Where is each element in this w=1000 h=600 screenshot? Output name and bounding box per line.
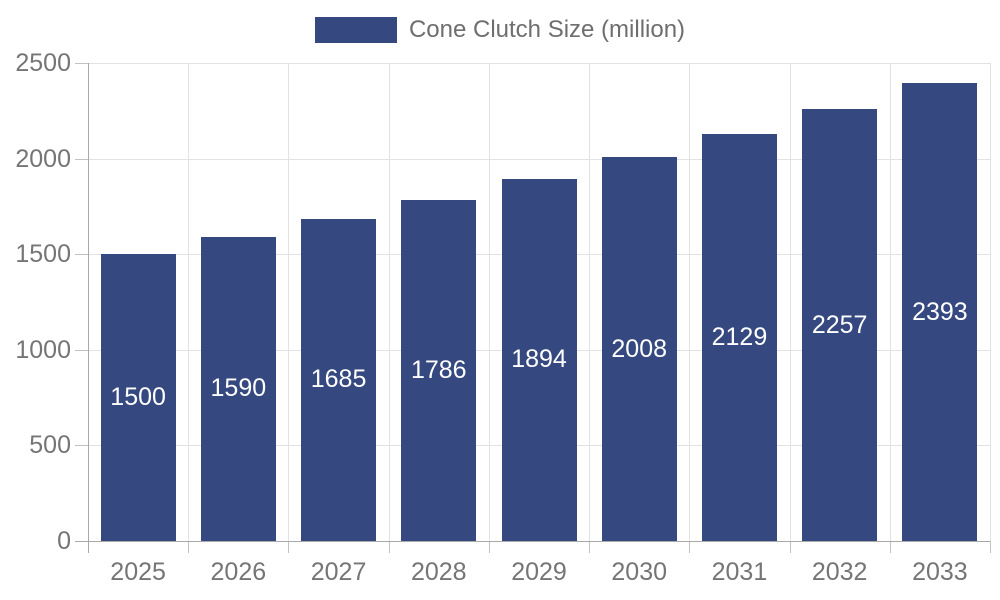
x-axis-label: 2028 <box>410 558 467 586</box>
y-tick <box>75 349 88 351</box>
y-axis-label: 500 <box>29 431 71 460</box>
y-axis-label: 0 <box>57 527 71 555</box>
gridline-v <box>488 63 490 541</box>
x-tick <box>689 541 691 553</box>
bar: 2008 <box>601 157 677 541</box>
y-axis-line <box>88 63 89 553</box>
legend-swatch <box>314 17 397 43</box>
y-tick <box>75 158 88 160</box>
x-tick <box>288 541 290 553</box>
bar-value-label: 1500 <box>110 383 166 412</box>
gridline-v <box>188 63 190 541</box>
y-axis-label: 2500 <box>15 49 71 77</box>
y-axis-label: 1500 <box>15 240 71 269</box>
bar: 2129 <box>701 133 777 541</box>
x-axis-label: 2033 <box>912 558 968 586</box>
legend-label: Cone Clutch Size (million) <box>408 16 686 43</box>
x-axis-label: 2026 <box>210 558 267 586</box>
x-axis-label: 2025 <box>110 558 166 586</box>
bar: 1500 <box>100 254 176 541</box>
y-axis-label: 2000 <box>15 144 71 173</box>
x-tick <box>789 541 791 553</box>
bar-value-label: 2257 <box>811 310 868 339</box>
x-axis-line <box>75 541 990 542</box>
gridline-v <box>990 63 991 541</box>
bar: 2257 <box>802 109 878 541</box>
x-axis-label: 2029 <box>511 558 567 586</box>
x-axis-label: 2032 <box>811 558 868 586</box>
x-tick <box>589 541 591 553</box>
x-axis-label: 2027 <box>310 558 367 586</box>
bar-value-label: 1894 <box>511 345 567 374</box>
x-tick <box>488 541 490 553</box>
x-tick <box>388 541 390 553</box>
y-tick <box>75 254 88 256</box>
legend[interactable]: Cone Clutch Size (million) <box>0 16 1000 44</box>
x-axis-label: 2031 <box>711 558 768 586</box>
bar: 1590 <box>200 236 276 541</box>
x-tick <box>188 541 190 553</box>
gridline-v <box>288 63 290 541</box>
bar-value-label: 1590 <box>210 374 267 403</box>
gridline-h <box>88 63 990 64</box>
y-tick <box>75 63 88 64</box>
y-tick <box>75 445 88 447</box>
bar: 1894 <box>501 178 577 541</box>
gridline-v <box>889 63 891 541</box>
bar: 2393 <box>902 83 978 541</box>
gridline-v <box>589 63 591 541</box>
bar: 1685 <box>301 218 377 541</box>
bar: 1786 <box>401 199 477 541</box>
bar-value-label: 2129 <box>711 322 768 351</box>
gridline-v <box>388 63 390 541</box>
x-tick <box>990 541 991 553</box>
bar-value-label: 2393 <box>912 297 968 326</box>
gridline-v <box>689 63 691 541</box>
gridline-h <box>88 158 990 160</box>
x-axis-label: 2030 <box>611 558 668 586</box>
gridline-v <box>789 63 791 541</box>
x-tick <box>889 541 891 553</box>
bar-value-label: 1685 <box>310 365 367 394</box>
bar-value-label: 2008 <box>611 334 668 363</box>
y-axis-label: 1000 <box>15 335 71 364</box>
bar-value-label: 1786 <box>410 355 467 384</box>
